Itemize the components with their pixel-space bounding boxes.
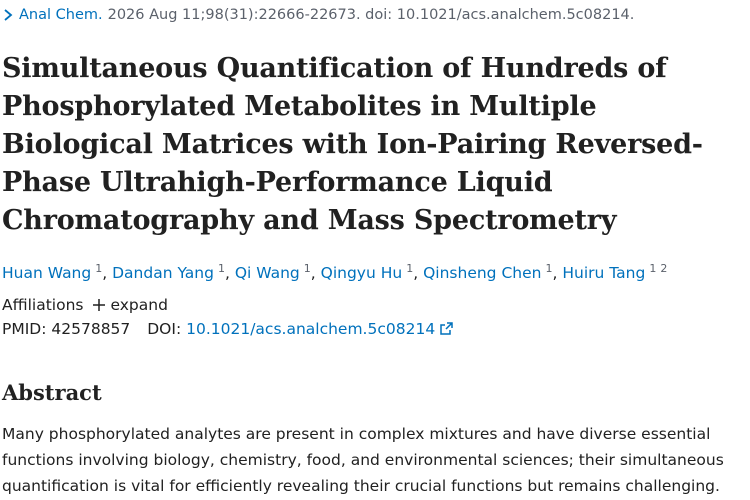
author-separator: , bbox=[102, 264, 108, 283]
affiliation-number[interactable]: 1 bbox=[95, 262, 103, 275]
chevron-icon bbox=[4, 9, 13, 21]
affiliation-number[interactable]: 1 bbox=[406, 262, 414, 275]
author-name[interactable]: Qinsheng Chen bbox=[423, 264, 542, 283]
body: Anal Chem. 2026 Aug 11;98(31):22666-2267… bbox=[0, 4, 750, 500]
identifiers: PMID: 42578857 DOI: 10.1021/acs.analchem… bbox=[2, 320, 746, 338]
expand-label[interactable]: expand bbox=[110, 296, 168, 315]
doi-label: DOI: bbox=[147, 320, 182, 339]
author-affiliations: 1 bbox=[304, 262, 311, 275]
article-title: Simultaneous Quantification of Hundreds … bbox=[2, 53, 703, 236]
author: Qi Wang 1, bbox=[234, 262, 321, 283]
author: Dandan Yang 1, bbox=[112, 262, 235, 283]
author-affiliations: 1 bbox=[406, 262, 413, 275]
article: Anal Chem. 2026 Aug 11;98(31):22666-2267… bbox=[0, 4, 750, 500]
author-name[interactable]: Dandan Yang bbox=[112, 264, 214, 283]
pmid-label: PMID: bbox=[2, 320, 47, 339]
author-affiliations: 1 bbox=[218, 262, 225, 275]
author: Qingyu Hu 1, bbox=[320, 262, 423, 283]
affiliation-number[interactable]: 2 bbox=[660, 262, 668, 275]
pmid: 42578857 bbox=[51, 320, 131, 339]
author-separator: , bbox=[224, 264, 230, 283]
author-name[interactable]: Huiru Tang bbox=[562, 264, 646, 283]
author-affiliations: 1 bbox=[95, 262, 102, 275]
author-separator: , bbox=[552, 264, 558, 283]
journal-link[interactable]: Anal Chem. bbox=[19, 7, 103, 23]
author-affiliations: 1 bbox=[545, 262, 552, 275]
affiliation-number[interactable]: 1 bbox=[545, 262, 553, 275]
author: Qinsheng Chen 1, bbox=[423, 262, 562, 283]
author-name[interactable]: Huan Wang bbox=[2, 264, 92, 283]
author-separator: , bbox=[413, 264, 419, 283]
affiliation-number[interactable]: 1 bbox=[303, 262, 311, 275]
expand-toggle[interactable]: expand bbox=[93, 296, 168, 315]
author-list: Huan Wang 1, Dandan Yang 1, Qi Wang 1, Qing… bbox=[2, 256, 746, 286]
author-separator: , bbox=[310, 264, 316, 283]
citation: Anal Chem. 2026 Aug 11;98(31):22666-2267… bbox=[2, 4, 746, 26]
citation-details: 2026 Aug 11;98(31):22666-22673. doi: 10.… bbox=[107, 7, 635, 23]
doi-link[interactable]: 10.1021/acs.analchem.5c08214 bbox=[186, 320, 436, 339]
plus-icon bbox=[93, 299, 106, 312]
author-name[interactable]: Qingyu Hu bbox=[320, 264, 403, 283]
affiliation-number[interactable]: 1 bbox=[649, 262, 657, 275]
affiliations-label: Affiliations bbox=[2, 296, 84, 315]
author: Huan Wang 1, bbox=[2, 262, 112, 283]
abstract-text: Many phosphorylated analytes are present… bbox=[2, 425, 724, 496]
abstract-heading: Abstract bbox=[2, 380, 102, 406]
author: Huiru Tang 1 2 bbox=[562, 262, 667, 283]
affiliation-number[interactable]: 1 bbox=[217, 262, 225, 275]
external-link-icon bbox=[440, 322, 453, 335]
affiliations-row: Affiliations expand bbox=[2, 296, 746, 314]
author-name[interactable]: Qi Wang bbox=[234, 264, 300, 283]
